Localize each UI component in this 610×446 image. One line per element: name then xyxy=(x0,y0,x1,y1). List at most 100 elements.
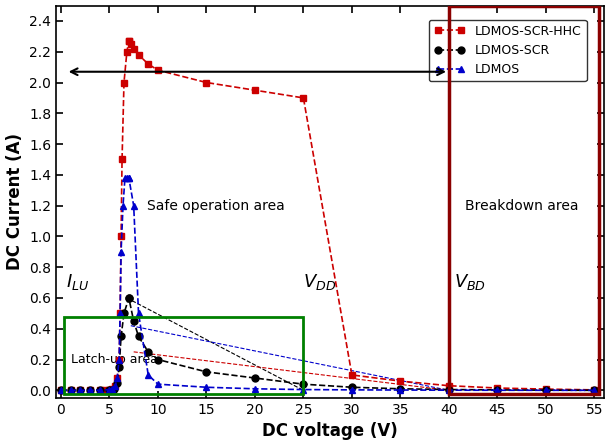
LDMOS-SCR-HHC xyxy=(135,52,142,58)
LDMOS-SCR xyxy=(77,388,84,393)
LDMOS-SCR xyxy=(145,349,152,355)
LDMOS-SCR-HHC xyxy=(118,157,126,162)
LDMOS-SCR-HHC xyxy=(106,387,113,392)
LDMOS-SCR-HHC xyxy=(120,80,127,85)
LDMOS xyxy=(120,203,127,208)
LDMOS xyxy=(145,372,152,378)
LDMOS-SCR-HHC xyxy=(203,80,210,85)
LDMOS-SCR-HHC xyxy=(112,383,119,388)
LDMOS-SCR xyxy=(154,357,162,362)
LDMOS-SCR-HHC xyxy=(125,38,132,44)
LDMOS-SCR-HHC xyxy=(154,67,162,73)
LDMOS-SCR xyxy=(125,295,132,301)
LDMOS-SCR xyxy=(130,318,137,324)
LDMOS xyxy=(542,388,550,393)
LDMOS-SCR-HHC xyxy=(96,388,104,393)
Text: $\mathit{V}_{BD}$: $\mathit{V}_{BD}$ xyxy=(454,272,486,292)
LDMOS xyxy=(125,175,132,181)
LDMOS-SCR-HHC xyxy=(109,386,116,392)
Text: Safe operation area: Safe operation area xyxy=(147,198,285,213)
LDMOS-SCR xyxy=(96,388,104,393)
LDMOS xyxy=(135,311,142,316)
LDMOS-SCR-HHC xyxy=(117,234,124,239)
LDMOS-SCR xyxy=(125,295,132,301)
LDMOS xyxy=(130,203,137,208)
LDMOS-SCR-HHC xyxy=(130,46,137,51)
Text: $\mathit{I}_{LU}$: $\mathit{I}_{LU}$ xyxy=(66,272,89,292)
LDMOS-SCR-HHC xyxy=(101,387,108,392)
LDMOS xyxy=(590,388,598,393)
LDMOS-SCR-HHC xyxy=(590,387,598,392)
Line: LDMOS-SCR-HHC: LDMOS-SCR-HHC xyxy=(57,37,598,394)
LDMOS xyxy=(125,175,132,181)
Line: LDMOS-SCR: LDMOS-SCR xyxy=(57,294,598,394)
LDMOS-SCR-HHC xyxy=(67,388,74,393)
Text: Latch-up area: Latch-up area xyxy=(71,353,157,366)
LDMOS-SCR xyxy=(110,386,118,392)
LDMOS-SCR-HHC xyxy=(57,388,65,393)
LDMOS xyxy=(115,357,123,362)
LDMOS-SCR-HHC xyxy=(445,383,453,388)
LDMOS xyxy=(77,388,84,393)
LDMOS xyxy=(109,386,116,392)
LDMOS-SCR xyxy=(115,364,123,370)
LDMOS xyxy=(300,387,307,392)
LDMOS-SCR-HHC xyxy=(77,388,84,393)
LDMOS-SCR-HHC xyxy=(123,49,131,54)
LDMOS-SCR-HHC xyxy=(117,311,124,316)
LDMOS-SCR-HHC xyxy=(300,95,307,101)
Line: LDMOS: LDMOS xyxy=(57,174,598,394)
LDMOS-SCR xyxy=(445,387,453,392)
LDMOS-SCR xyxy=(117,334,124,339)
LDMOS-SCR xyxy=(135,334,142,339)
LDMOS-SCR-HHC xyxy=(251,87,259,93)
LDMOS-SCR xyxy=(590,388,598,393)
X-axis label: DC voltage (V): DC voltage (V) xyxy=(262,422,398,441)
Text: $\mathit{V}_{DD}$: $\mathit{V}_{DD}$ xyxy=(303,272,337,292)
LDMOS-SCR-HHC xyxy=(542,386,550,392)
LDMOS xyxy=(445,388,453,393)
LDMOS xyxy=(396,387,404,392)
LDMOS xyxy=(87,388,94,393)
LDMOS-SCR-HHC xyxy=(87,388,94,393)
Bar xyxy=(64,317,303,394)
LDMOS-SCR-HHC xyxy=(145,62,152,67)
LDMOS xyxy=(117,311,124,316)
LDMOS-SCR xyxy=(120,311,127,316)
LDMOS-SCR xyxy=(251,376,259,381)
LDMOS-SCR xyxy=(203,369,210,375)
LDMOS-SCR-HHC xyxy=(493,385,501,391)
LDMOS xyxy=(251,386,259,392)
LDMOS xyxy=(117,249,124,255)
LDMOS-SCR xyxy=(57,388,65,393)
LDMOS xyxy=(123,175,131,181)
LDMOS xyxy=(112,383,119,388)
LDMOS-SCR-HHC xyxy=(348,372,356,378)
LDMOS-SCR-HHC xyxy=(113,376,121,381)
LDMOS-SCR xyxy=(106,387,113,392)
LDMOS xyxy=(67,388,74,393)
LDMOS-SCR xyxy=(300,381,307,387)
LDMOS xyxy=(113,376,121,381)
LDMOS xyxy=(121,175,129,181)
LDMOS xyxy=(348,387,356,392)
LDMOS-SCR xyxy=(493,387,501,392)
LDMOS xyxy=(203,384,210,390)
Legend: LDMOS-SCR-HHC, LDMOS-SCR, LDMOS: LDMOS-SCR-HHC, LDMOS-SCR, LDMOS xyxy=(429,20,587,81)
LDMOS xyxy=(96,388,104,393)
LDMOS-SCR xyxy=(348,384,356,390)
LDMOS xyxy=(106,387,113,392)
LDMOS-SCR-HHC xyxy=(125,38,132,44)
LDMOS xyxy=(57,388,65,393)
LDMOS-SCR-HHC xyxy=(396,378,404,384)
LDMOS-SCR xyxy=(542,388,550,393)
LDMOS-SCR-HHC xyxy=(115,357,123,362)
LDMOS xyxy=(154,381,162,387)
LDMOS-SCR xyxy=(87,388,94,393)
LDMOS xyxy=(493,388,501,393)
LDMOS-SCR xyxy=(396,386,404,392)
LDMOS-SCR xyxy=(113,380,121,385)
LDMOS-SCR-HHC xyxy=(127,41,134,47)
Y-axis label: DC Current (A): DC Current (A) xyxy=(5,133,24,270)
LDMOS-SCR xyxy=(67,388,74,393)
